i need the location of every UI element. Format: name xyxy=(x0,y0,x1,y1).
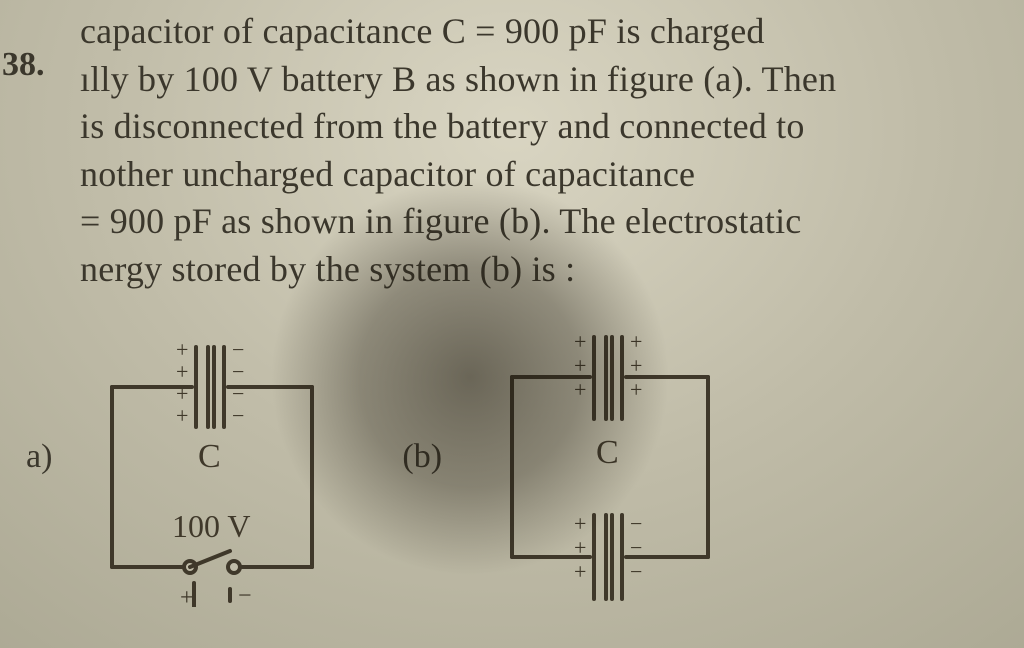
prose-line-4: nother uncharged capacitor of capacitanc… xyxy=(80,151,984,199)
battery-minus: − xyxy=(238,583,252,607)
cap-plus: + xyxy=(630,353,642,378)
cap-plus: + xyxy=(630,377,642,402)
cap-plus: + xyxy=(574,377,586,402)
cap-plus: + xyxy=(574,511,586,536)
cap-plus: + xyxy=(574,559,586,584)
panel-label-b: (b) xyxy=(402,438,442,476)
cap-plus: + xyxy=(574,353,586,378)
figure-a: + + + + − − − − C 100 V + − xyxy=(82,307,342,607)
prose-line-5: = 900 pF as shown in figure (b). The ele… xyxy=(80,198,984,246)
capacitor-label-a: C xyxy=(198,438,221,475)
cap-plus: + xyxy=(176,403,188,428)
battery-voltage: 100 V xyxy=(172,508,251,544)
cap-plus: + xyxy=(574,535,586,560)
cap-minus: − xyxy=(232,403,244,428)
cap-minus: − xyxy=(630,559,642,584)
panel-label-a: a) xyxy=(26,438,52,476)
prose-line-6: nergy stored by the system (b) is : xyxy=(80,246,984,294)
figure-b: + + + + + + + + + − − − C xyxy=(472,307,742,607)
page: 38. capacitor of capacitance C = 900 pF … xyxy=(0,0,1024,648)
cap-minus: − xyxy=(630,535,642,560)
prose-line-2: ılly by 100 V battery B as shown in figu… xyxy=(80,56,984,104)
prose-line-1: capacitor of capacitance C = 900 pF is c… xyxy=(80,8,984,56)
figure-row: a) xyxy=(20,307,984,607)
prose-line-3: is disconnected from the battery and con… xyxy=(80,103,984,151)
cap-minus: − xyxy=(630,511,642,536)
capacitor-label-b: C xyxy=(596,434,619,471)
battery-plus: + xyxy=(180,585,194,607)
question-number: 38. xyxy=(2,46,45,84)
question-text: capacitor of capacitance C = 900 pF is c… xyxy=(80,8,984,293)
cap-plus: + xyxy=(630,329,642,354)
cap-plus: + xyxy=(574,329,586,354)
